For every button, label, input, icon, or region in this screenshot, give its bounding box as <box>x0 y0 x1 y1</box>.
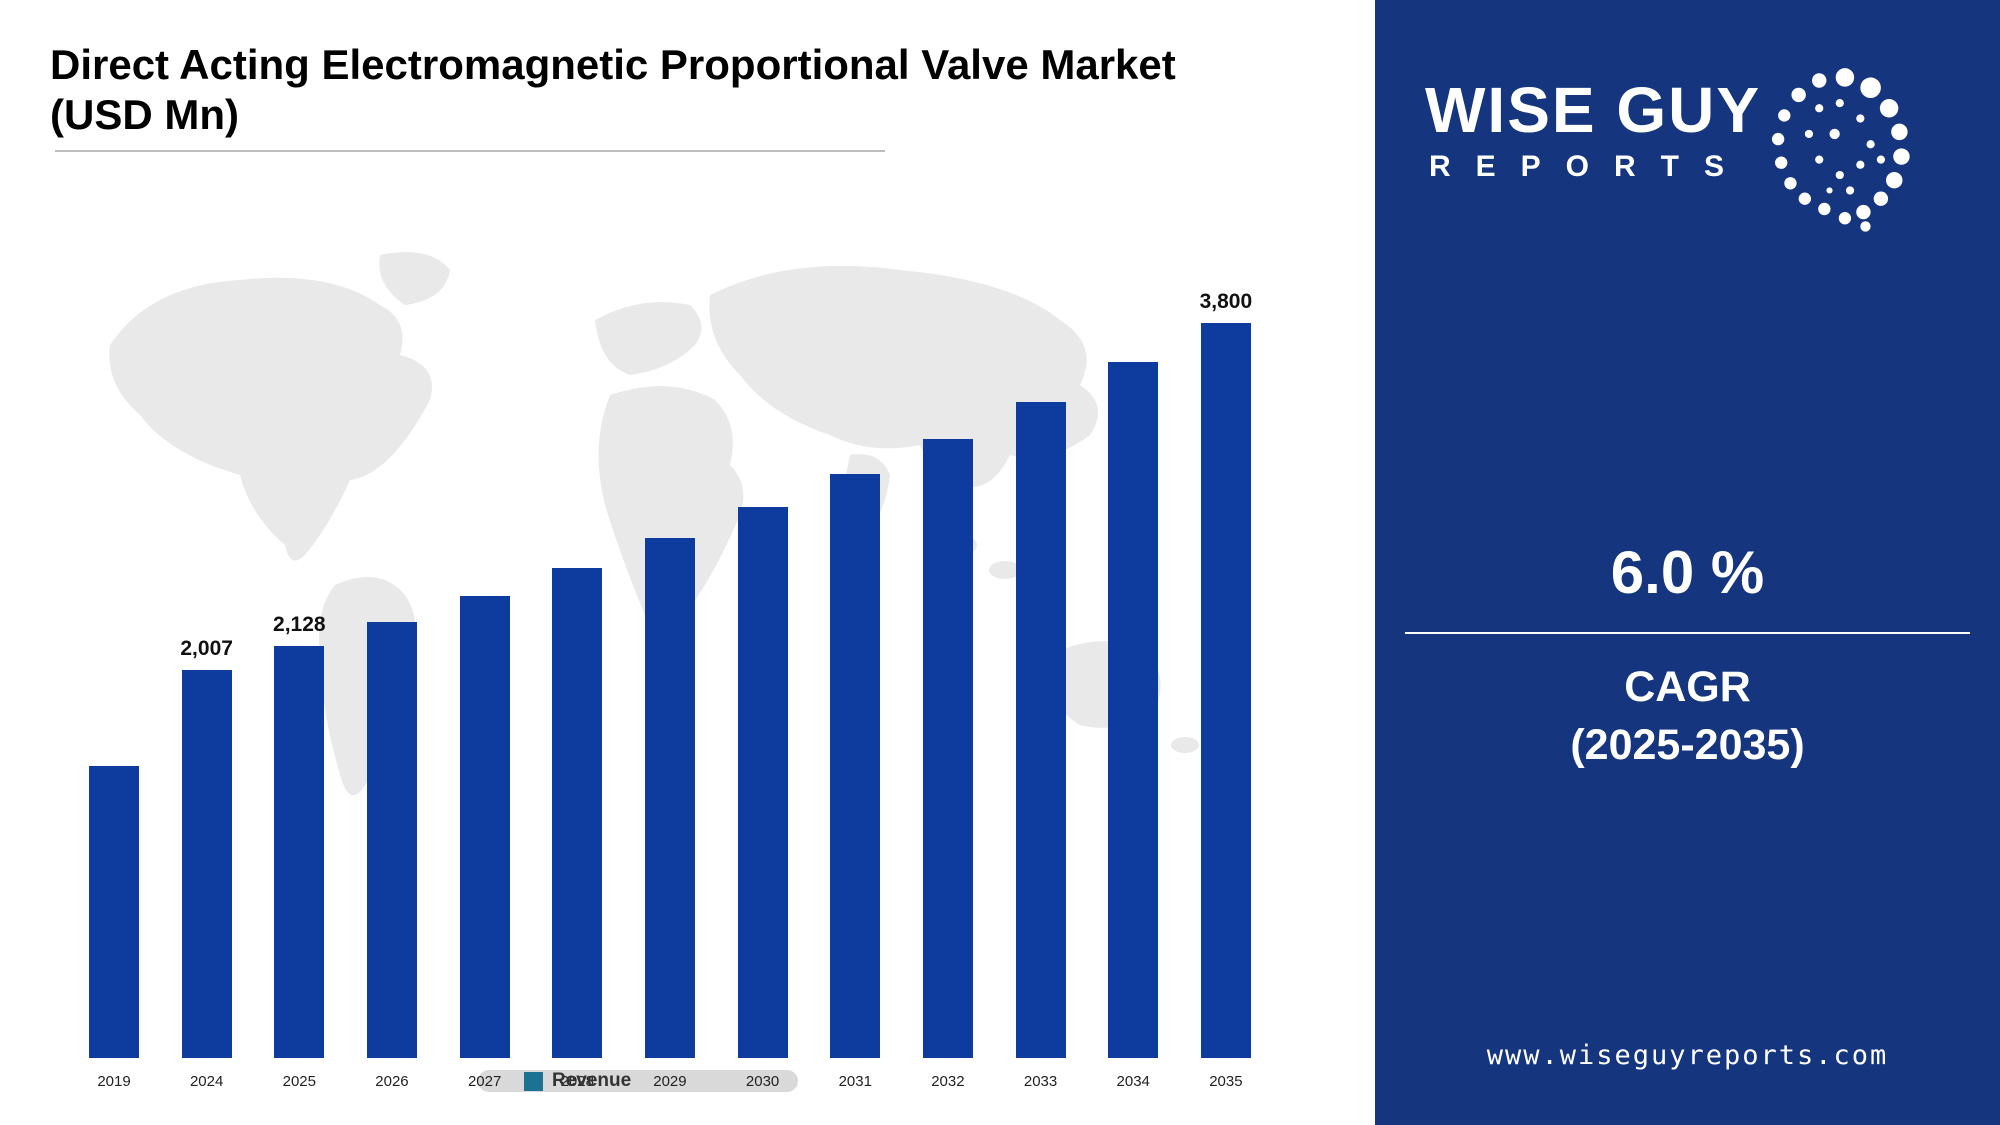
bar-value-label-2024: 2,007 <box>180 637 233 660</box>
bar-group-2029: 2029 <box>626 538 714 1090</box>
legend-label: Revenue <box>552 1070 632 1091</box>
bar-group-2030: 2030 <box>719 507 807 1090</box>
bar-2025 <box>274 646 325 1058</box>
bar-2027 <box>459 596 510 1058</box>
bar-2035 <box>1200 323 1251 1058</box>
bar-group-2028: 2028 <box>533 568 621 1090</box>
bar-group-2027: 2027 <box>441 596 529 1090</box>
legend-swatch-icon <box>524 1071 543 1091</box>
bar-plot: 2019 2,007 2024 2,128 2025 2026 2027 2028 2029 20… <box>70 258 1270 1090</box>
bar-group-2026: 2026 <box>348 622 436 1090</box>
bar-group-2024: 2,007 2024 <box>163 637 251 1090</box>
x-axis-label-2026: 2026 <box>375 1073 409 1090</box>
bar-value-label-2025: 2,128 <box>273 613 326 636</box>
cagr-label-line2: (2025-2035) <box>1570 721 1805 770</box>
bar-2019 <box>89 766 139 1058</box>
logo-head-icon <box>1771 68 1910 232</box>
page-title: Direct Acting Electromagnetic Proportion… <box>50 41 1176 138</box>
logo-line2: REPORTS <box>1429 150 1750 183</box>
bar-2033 <box>1015 402 1066 1058</box>
bar-2034 <box>1108 362 1159 1058</box>
wiseguy-logo: WISE GUY REPORTS <box>1425 68 1970 247</box>
bar-2026 <box>366 622 417 1058</box>
title-divider <box>55 150 885 152</box>
bar-2032 <box>922 439 973 1058</box>
website-url: www.wiseguyreports.com <box>1486 1040 1889 1071</box>
x-axis-label-2030: 2030 <box>745 1073 780 1090</box>
logo-text: WISE GUY REPORTS <box>1425 78 1761 182</box>
world-map-watermark <box>50 225 1330 895</box>
x-axis-label-2024: 2024 <box>189 1073 224 1090</box>
logo-line1: WISE GUY <box>1425 74 1762 146</box>
bar-group-2035: 3,800 2035 <box>1182 290 1270 1090</box>
x-axis-label-2029: 2029 <box>653 1073 687 1090</box>
bar-group-2032: 2032 <box>904 439 992 1090</box>
cagr-divider <box>1405 632 1970 634</box>
bar-group-2034: 2034 <box>1089 362 1177 1090</box>
x-axis-label-2033: 2033 <box>1023 1073 1058 1090</box>
bar-group-2031: 2031 <box>811 474 899 1090</box>
bar-2024 <box>181 670 232 1058</box>
world-map-icon <box>109 252 1199 796</box>
cagr-label-line1: CAGR <box>1624 663 1751 711</box>
x-axis-label-2034: 2034 <box>1116 1073 1150 1090</box>
bar-group-2025: 2,128 2025 <box>255 613 343 1090</box>
bar-2029 <box>644 538 695 1058</box>
x-axis-label-2035: 2035 <box>1209 1073 1243 1090</box>
bar-2031 <box>830 474 881 1058</box>
bar-value-label-2035: 3,800 <box>1199 290 1253 313</box>
bar-group-2019: 2019 <box>70 766 158 1090</box>
cagr-value: 6.0 % <box>1610 539 1765 606</box>
bar-group-2033: 2033 <box>997 402 1085 1090</box>
bar-2028 <box>552 568 603 1058</box>
x-axis-label-2019: 2019 <box>97 1073 131 1090</box>
x-axis-label-2032: 2032 <box>931 1073 965 1090</box>
x-axis-label-2031: 2031 <box>838 1073 872 1090</box>
legend: Revenue <box>524 1070 631 1092</box>
cagr-label: CAGR (2025-2035) <box>1375 658 2000 774</box>
x-axis-label-2028: 2028 <box>560 1073 594 1090</box>
x-axis-label-2027: 2027 <box>467 1073 502 1090</box>
x-axis-label-2025: 2025 <box>282 1073 316 1090</box>
legend-strip <box>478 1070 798 1092</box>
bar-2030 <box>737 507 788 1058</box>
